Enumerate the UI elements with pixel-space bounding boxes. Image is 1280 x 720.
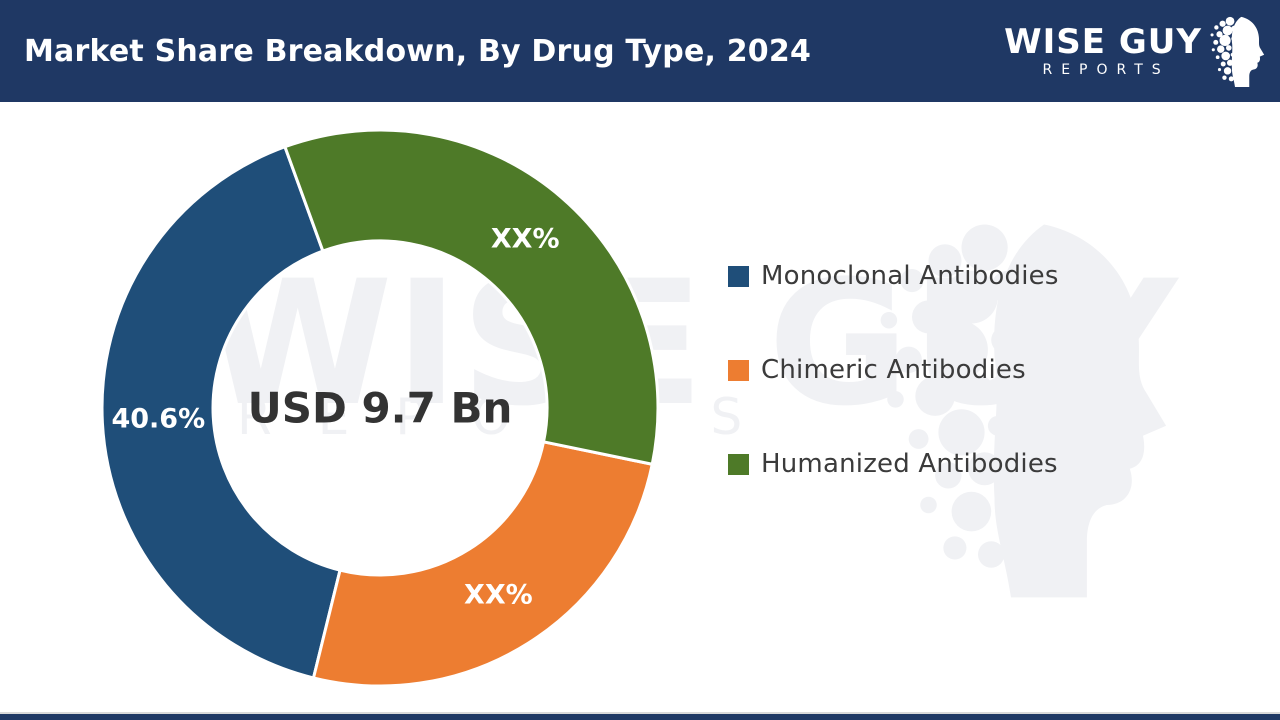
donut-chart: 40.6% XX% XX%	[100, 128, 660, 688]
page-title: Market Share Breakdown, By Drug Type, 20…	[24, 33, 812, 69]
donut-center-value: USD 9.7 Bn	[247, 383, 513, 433]
chart-legend: Monoclonal Antibodies Chimeric Antibodie…	[728, 261, 1059, 479]
legend-swatch-chimeric	[728, 359, 749, 381]
donut-segment-2	[283, 128, 660, 466]
brand-logo: WISE GUY REPORTS	[1004, 8, 1266, 94]
logo-text-block: WISE GUY REPORTS	[1004, 21, 1202, 79]
logo-wordmark: WISE GUY	[1004, 21, 1202, 62]
legend-item-humanized: Humanized Antibodies	[728, 449, 1059, 479]
legend-label-chimeric: Chimeric Antibodies	[761, 355, 1026, 385]
legend-item-chimeric: Chimeric Antibodies	[728, 355, 1059, 385]
legend-swatch-humanized	[728, 453, 749, 475]
segment-percent-label-1: XX%	[464, 579, 533, 610]
logo-reports-text: REPORTS	[1042, 62, 1170, 79]
legend-item-monoclonal: Monoclonal Antibodies	[728, 261, 1059, 291]
legend-swatch-monoclonal	[728, 265, 749, 287]
donut-segment-0	[100, 145, 342, 680]
header-bar: Market Share Breakdown, By Drug Type, 20…	[0, 0, 1280, 102]
legend-label-humanized: Humanized Antibodies	[761, 449, 1058, 479]
segment-percent-label-2: XX%	[491, 224, 560, 255]
segment-percent-label-0: 40.6%	[111, 403, 205, 434]
bottom-accent-bar	[0, 712, 1280, 720]
legend-label-monoclonal: Monoclonal Antibodies	[761, 261, 1059, 291]
logo-head-icon	[1204, 8, 1266, 94]
donut-segment-1	[312, 440, 654, 688]
